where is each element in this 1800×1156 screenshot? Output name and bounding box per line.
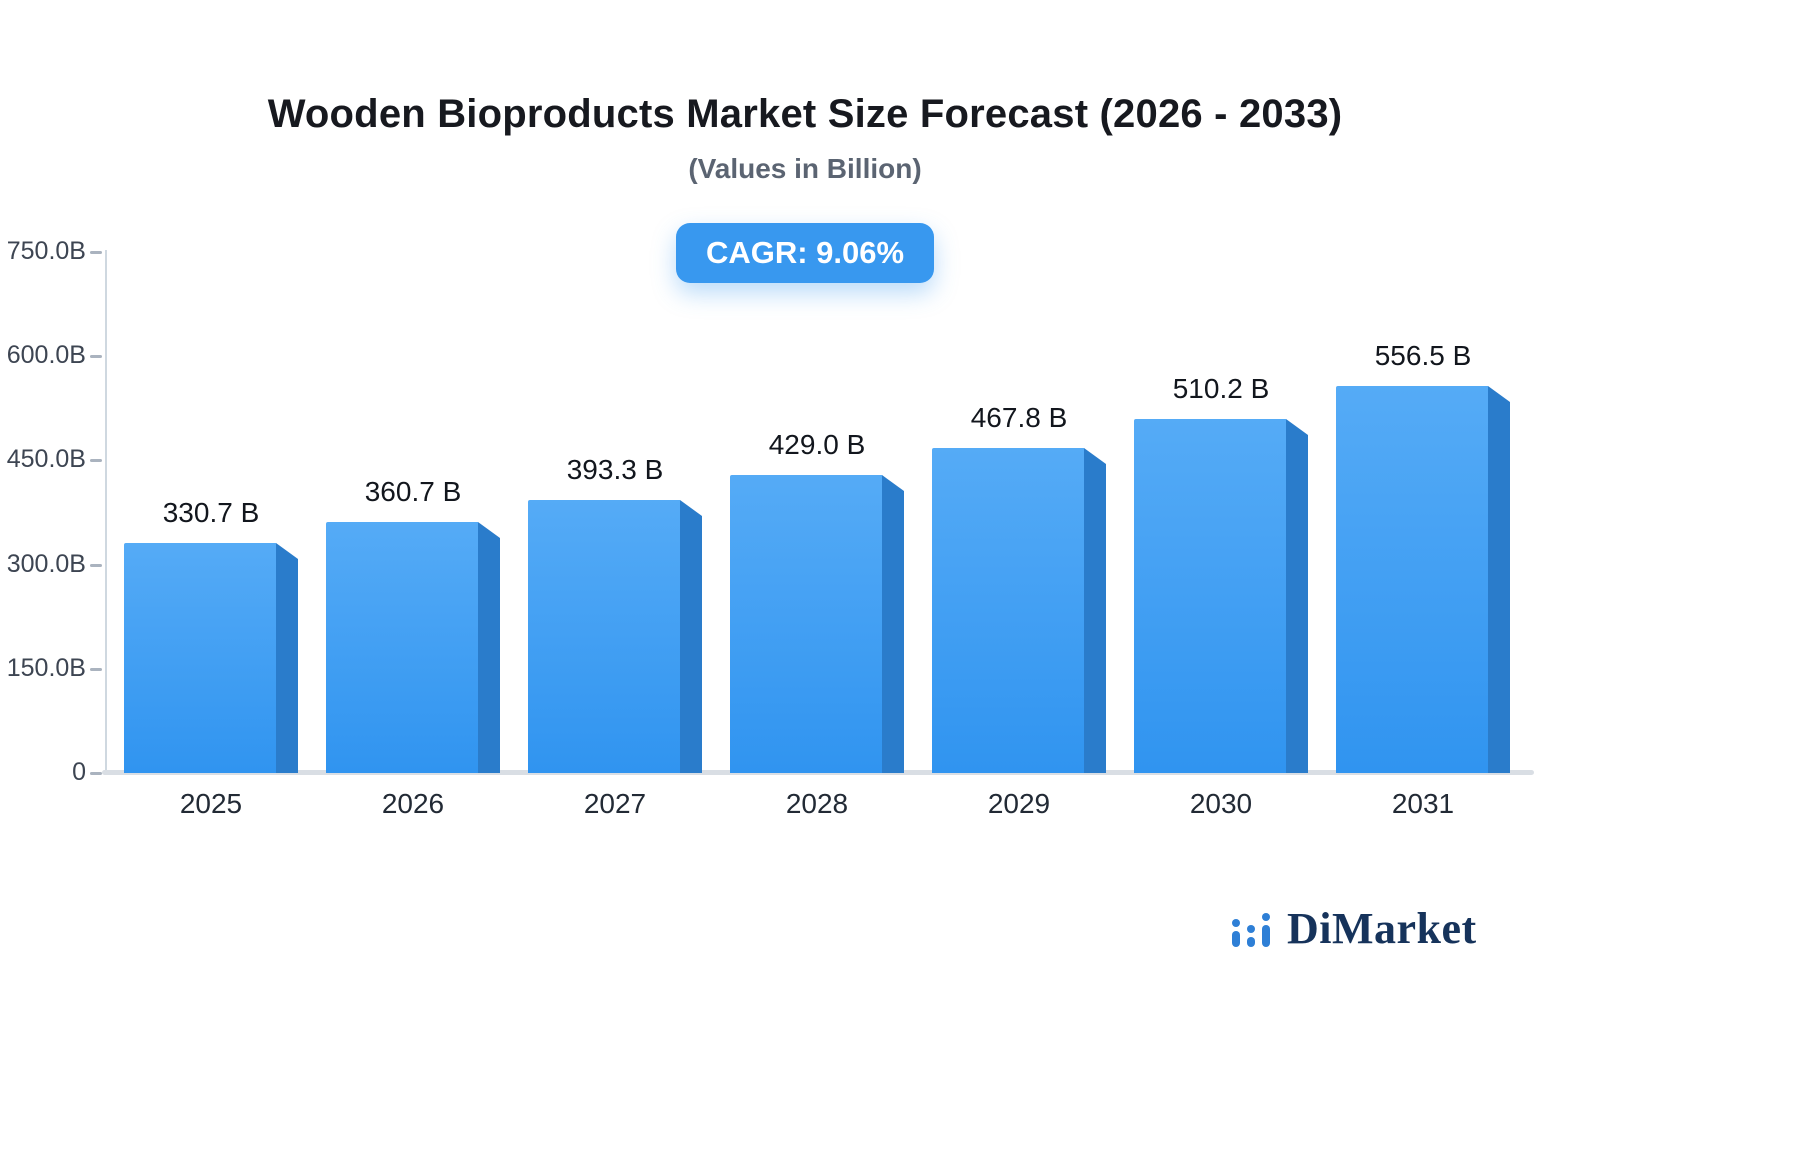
bar-value-label: 360.7 B: [364, 476, 462, 507]
y-tick-label: 450.0B: [6, 445, 86, 474]
bar: [932, 448, 1084, 773]
brand-logo: DiMarket: [1228, 903, 1477, 954]
bar-value-label: 556.5 B: [1374, 340, 1472, 371]
y-tick-label: 750.0B: [6, 237, 86, 265]
bar-3d-side: [1084, 448, 1106, 773]
x-axis-label: 2026: [381, 788, 445, 819]
bar: [1336, 386, 1488, 773]
bar-value-label: 393.3 B: [566, 454, 664, 485]
y-tick-label: 150.0B: [6, 653, 86, 682]
bar-value-label: 510.2 B: [1172, 373, 1270, 404]
y-axis-line: [105, 250, 107, 773]
bar-3d-side: [276, 543, 298, 773]
x-axis-label: 2025: [179, 788, 243, 819]
bar: [730, 475, 882, 773]
x-axis-label: 2030: [1189, 788, 1253, 819]
bar-group: 556.5 B: [1336, 340, 1510, 773]
bar-3d-side: [1286, 419, 1308, 773]
y-tick-mark: [90, 667, 102, 671]
x-axis-labels: 2025 2026 2027 2028 2029 2030 2031: [110, 788, 1524, 820]
chart-title: Wooden Bioproducts Market Size Forecast …: [267, 92, 1343, 136]
y-tick-mark: [90, 459, 102, 463]
bar-group: 330.7 B: [124, 497, 298, 773]
bar-3d-side: [882, 475, 904, 773]
x-axis-label: 2027: [583, 788, 647, 819]
y-tick-label: 300.0B: [6, 549, 86, 578]
y-tick-mark: [90, 772, 102, 775]
bar-group: 510.2 B: [1134, 373, 1308, 773]
bar-group: 429.0 B: [730, 429, 904, 773]
x-axis-label: 2031: [1391, 788, 1455, 819]
cagr-badge: CAGR: 9.06%: [675, 223, 935, 283]
bar-value-label: 330.7 B: [162, 497, 260, 528]
y-tick-mark: [90, 563, 102, 567]
bar-value-label: 467.8 B: [970, 402, 1068, 433]
bar: [326, 522, 478, 773]
x-axis-label: 2029: [987, 788, 1051, 819]
chart-header: Wooden Bioproducts Market Size Forecast …: [0, 92, 1610, 283]
bar-3d-side: [478, 522, 500, 773]
y-tick-label: 0: [72, 758, 86, 786]
bar-chart-icon: [1232, 912, 1270, 947]
x-axis-label: 2028: [785, 788, 849, 819]
bar-group: 360.7 B: [326, 476, 500, 773]
chart-subtitle: (Values in Billion): [688, 153, 922, 184]
y-tick-mark: [90, 355, 102, 359]
brand-logo-text: DiMarket: [1287, 904, 1477, 953]
bar-3d-side: [1488, 386, 1510, 773]
bar: [528, 500, 680, 773]
y-tick-label: 600.0B: [6, 341, 86, 370]
y-tick-mark: [90, 251, 102, 254]
bar-3d-side: [680, 500, 702, 773]
bar-group: 393.3 B: [528, 454, 702, 773]
bar: [1134, 419, 1286, 773]
plot-area: 330.7 B 360.7 B 393.3 B 429.0 B 467.8 B 510.2…: [110, 252, 1524, 773]
bar-group: 467.8 B: [932, 402, 1106, 773]
bar: [124, 543, 276, 773]
bar-value-label: 429.0 B: [768, 429, 866, 460]
